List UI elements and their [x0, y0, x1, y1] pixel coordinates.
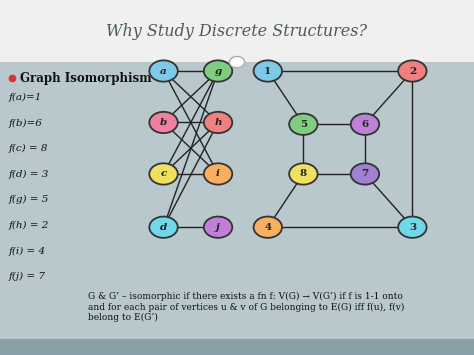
- Text: 8: 8: [300, 169, 307, 179]
- Text: G & G’ – isomorphic if there exists a fn f: V(G) → V(G’) if f is 1-1 onto
and fo: G & G’ – isomorphic if there exists a fn…: [88, 292, 405, 322]
- Circle shape: [289, 163, 318, 185]
- Text: f(g) = 5: f(g) = 5: [9, 195, 49, 204]
- Circle shape: [149, 217, 178, 238]
- Text: Why Study Discrete Structures?: Why Study Discrete Structures?: [107, 23, 367, 39]
- Text: f(j) = 7: f(j) = 7: [9, 272, 46, 281]
- Bar: [0, 339, 474, 355]
- Text: f(b)=6: f(b)=6: [9, 119, 42, 128]
- Circle shape: [149, 163, 178, 185]
- Text: c: c: [160, 169, 167, 179]
- Circle shape: [254, 60, 282, 82]
- Circle shape: [229, 56, 245, 68]
- Text: f(a)=1: f(a)=1: [9, 93, 42, 102]
- Text: Graph Isomorphism: Graph Isomorphism: [20, 72, 152, 84]
- Circle shape: [351, 114, 379, 135]
- Text: a: a: [160, 66, 167, 76]
- Text: g: g: [214, 66, 222, 76]
- Circle shape: [351, 163, 379, 185]
- Text: f(c) = 8: f(c) = 8: [9, 144, 48, 153]
- Text: i: i: [216, 169, 220, 179]
- Text: 3: 3: [409, 223, 416, 232]
- Circle shape: [204, 217, 232, 238]
- Circle shape: [398, 217, 427, 238]
- Text: d: d: [160, 223, 167, 232]
- Text: b: b: [160, 118, 167, 127]
- Circle shape: [149, 60, 178, 82]
- Circle shape: [204, 60, 232, 82]
- Circle shape: [289, 114, 318, 135]
- Text: 5: 5: [300, 120, 307, 129]
- Text: j: j: [216, 223, 220, 232]
- Circle shape: [254, 217, 282, 238]
- Circle shape: [204, 112, 232, 133]
- Text: 4: 4: [264, 223, 272, 232]
- Bar: [0, 0, 474, 62]
- Text: 2: 2: [409, 66, 416, 76]
- Circle shape: [398, 60, 427, 82]
- Text: f(h) = 2: f(h) = 2: [9, 221, 49, 230]
- Text: f(i) = 4: f(i) = 4: [9, 246, 46, 256]
- Circle shape: [149, 112, 178, 133]
- Text: 1: 1: [264, 66, 272, 76]
- Text: 7: 7: [361, 169, 369, 179]
- Circle shape: [204, 163, 232, 185]
- Text: h: h: [214, 118, 222, 127]
- Text: 6: 6: [361, 120, 369, 129]
- Text: f(d) = 3: f(d) = 3: [9, 170, 49, 179]
